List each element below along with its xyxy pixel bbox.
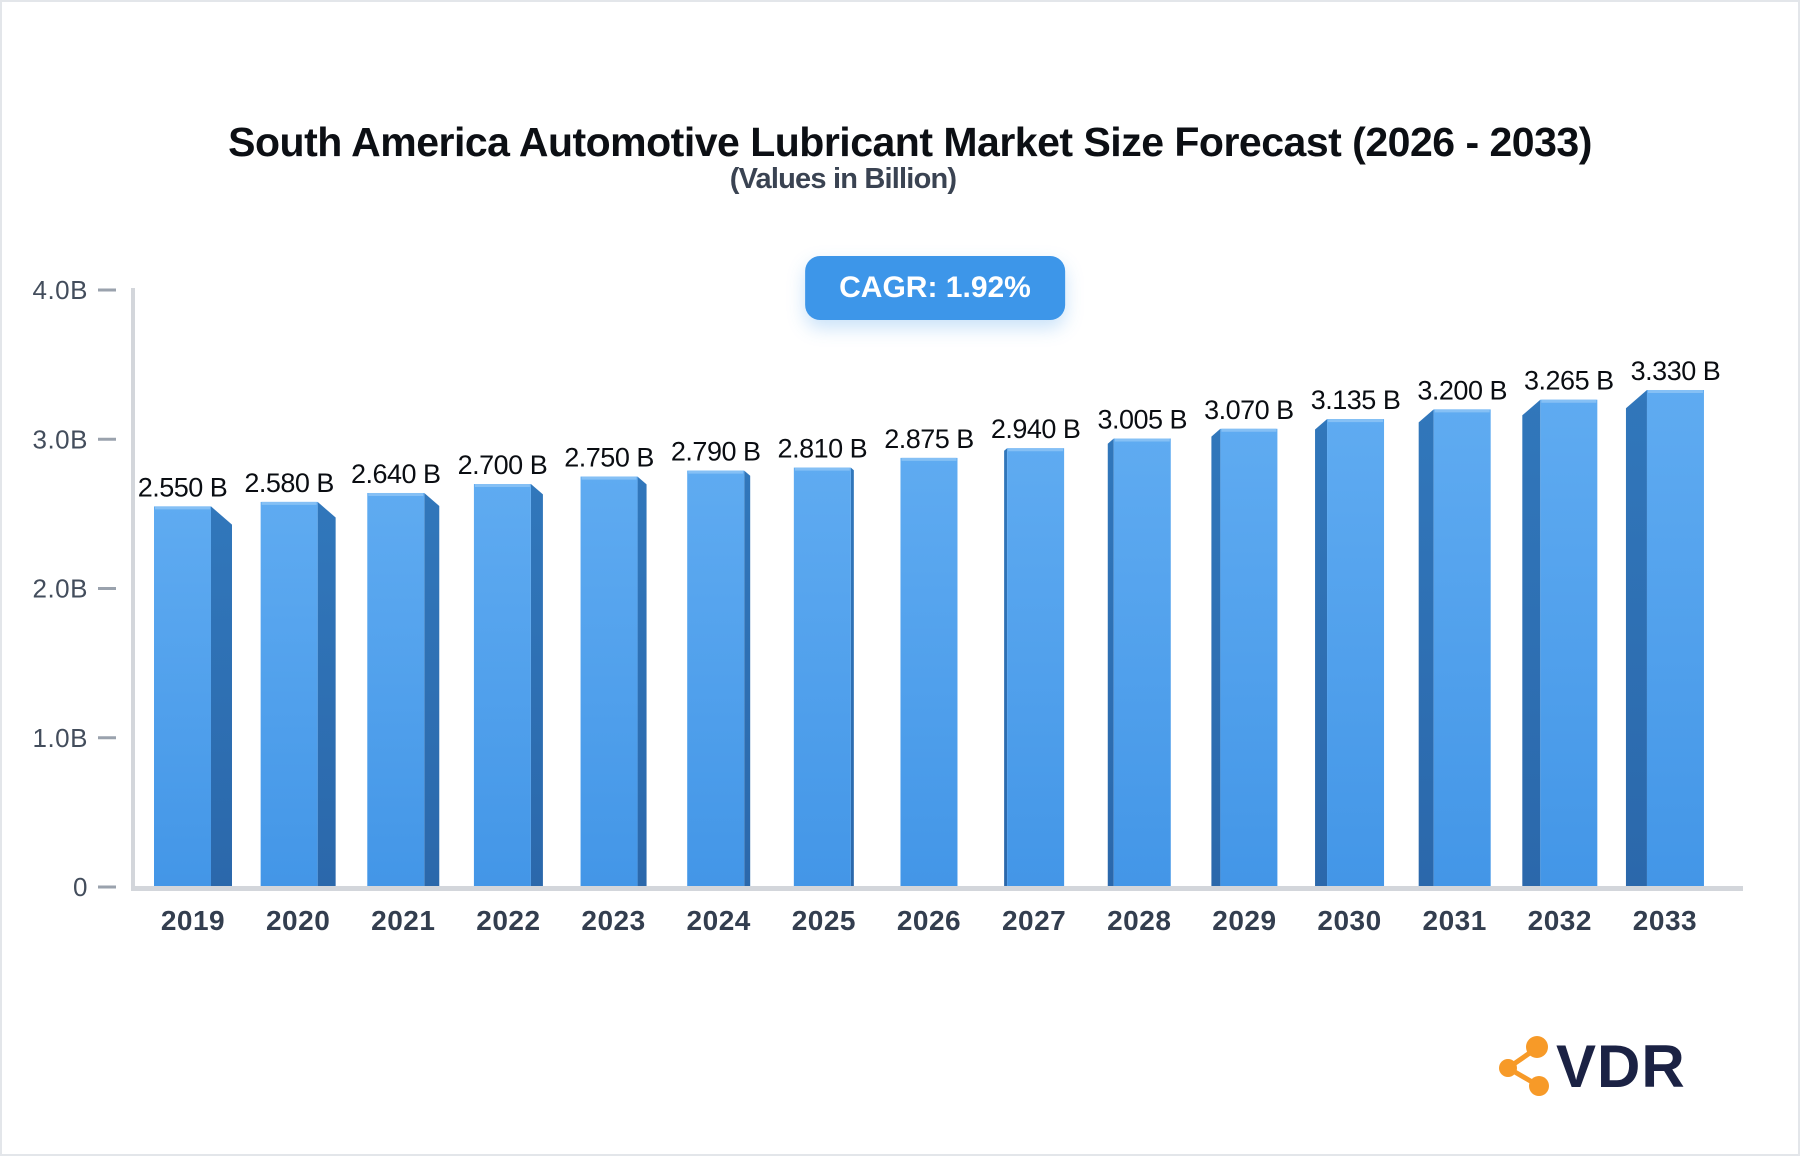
bar-value-label: 2.550 B [138, 472, 228, 502]
bar-value-label: 2.580 B [244, 468, 334, 498]
bar-value-label: 2.750 B [564, 443, 654, 473]
y-axis-label: 1.0B [33, 723, 89, 753]
bar-side-face [744, 470, 751, 886]
bar-2022 [473, 484, 543, 886]
x-axis-label: 2020 [266, 905, 330, 936]
x-axis-label: 2026 [897, 905, 961, 936]
bar-side-face [1211, 428, 1221, 886]
bar-2030 [1315, 419, 1385, 886]
bar-front-face [1327, 419, 1385, 886]
bar-front-face [793, 467, 851, 886]
x-axis-label: 2019 [161, 905, 225, 936]
bar-side-face [850, 467, 854, 886]
x-axis-label: 2025 [792, 905, 856, 936]
bar-2024 [687, 470, 751, 886]
bar-2026 [900, 457, 958, 886]
bar-2032 [1522, 399, 1598, 886]
share-network-icon [1499, 1036, 1549, 1096]
x-axis-label: 2028 [1107, 905, 1171, 936]
bar-value-label: 3.070 B [1204, 395, 1294, 425]
bar-2021 [367, 492, 440, 886]
bar-value-label: 2.790 B [671, 437, 761, 467]
bar-value-label: 2.875 B [884, 424, 974, 454]
bar-2023 [580, 476, 647, 886]
bar-front-face [1113, 438, 1171, 886]
bar-2020 [260, 501, 336, 886]
x-axis-label: 2029 [1212, 905, 1276, 936]
bar-value-label: 3.265 B [1524, 366, 1614, 396]
bar-2031 [1418, 409, 1491, 886]
y-axis-label: 4.0B [33, 275, 89, 305]
logo: VDR [1494, 1034, 1686, 1100]
bar-side-face [1522, 399, 1541, 886]
bar-side-face [1625, 389, 1647, 886]
bar-value-label: 3.330 B [1631, 356, 1721, 386]
bar-front-face [1646, 389, 1704, 886]
bar-front-face [900, 457, 958, 886]
bar-side-face [637, 476, 647, 886]
bar-front-face [580, 476, 638, 886]
bar-2029 [1211, 428, 1278, 886]
y-axis-label: 3.0B [33, 424, 89, 454]
bar-value-label: 2.810 B [778, 434, 868, 464]
bar-front-face [260, 501, 318, 886]
x-axis-label: 2033 [1633, 905, 1697, 936]
bar-side-face [424, 492, 440, 886]
bar-value-label: 3.005 B [1097, 405, 1187, 435]
bar-side-face [1004, 448, 1008, 886]
bar-front-face [154, 506, 211, 886]
x-axis-label: 2030 [1317, 905, 1381, 936]
bar-2027 [1004, 448, 1065, 886]
bar-2025 [793, 467, 854, 886]
bar-value-label: 2.700 B [458, 450, 548, 480]
x-axis-label: 2024 [687, 905, 751, 936]
x-axis-label: 2031 [1423, 905, 1487, 936]
x-axis-label: 2032 [1528, 905, 1592, 936]
x-axis-label: 2021 [371, 905, 435, 936]
y-axis-label: 2.0B [33, 574, 89, 604]
x-axis-label: 2022 [476, 905, 540, 936]
chart-title: South America Automotive Lubricant Marke… [228, 119, 1592, 166]
bar-front-face [367, 492, 425, 886]
x-axis-label: 2023 [581, 905, 645, 936]
bar-front-face [1433, 409, 1491, 886]
bar-side-face [211, 506, 232, 886]
bar-front-face [1220, 428, 1278, 886]
bar-value-label: 2.940 B [991, 414, 1081, 444]
bar-value-label: 2.640 B [351, 459, 441, 489]
x-axis-label: 2027 [1002, 905, 1066, 936]
bar-front-face [687, 470, 745, 886]
y-axis-label: 0 [73, 872, 88, 902]
bar-side-face [1315, 419, 1328, 886]
bar-2028 [1107, 438, 1171, 886]
bar-value-label: 3.135 B [1311, 385, 1401, 415]
bar-side-face [317, 501, 336, 886]
bar-value-label: 3.200 B [1417, 375, 1507, 405]
bar-side-face [1107, 438, 1114, 886]
bar-2019 [154, 506, 232, 886]
cagr-badge: CAGR: 1.92% [805, 256, 1065, 320]
bar-front-face [473, 484, 531, 886]
bar-front-face [1007, 448, 1065, 886]
bar-side-face [530, 484, 543, 886]
chart-subtitle: (Values in Billion) [729, 163, 957, 195]
bar-2033 [1625, 389, 1704, 886]
bar-front-face [1540, 399, 1598, 886]
logo-text: VDR [1556, 1033, 1686, 1100]
bar-side-face [1418, 409, 1434, 886]
